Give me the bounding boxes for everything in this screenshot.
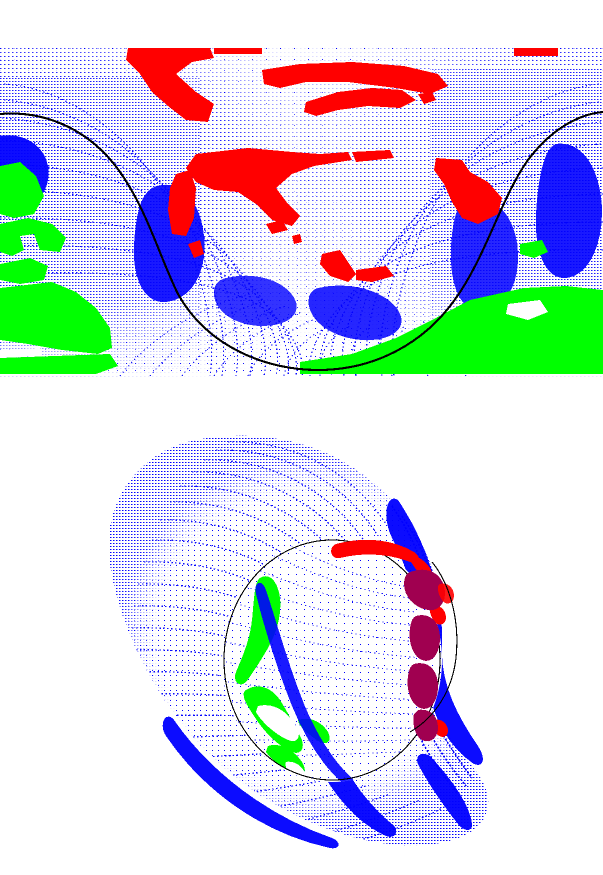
map-red-regions — [126, 48, 558, 282]
map-green-regions — [0, 162, 603, 374]
three-d-aperture-outline — [223, 539, 441, 781]
map-contour-curve — [0, 110, 603, 372]
three-d-rim-curve — [409, 561, 458, 733]
three-d-red-arc — [331, 539, 454, 742]
three-dimensional-surface-panel — [80, 420, 540, 860]
inter-panel-gap — [0, 378, 603, 420]
three-d-inner-aperture — [222, 538, 442, 782]
rectangular-projection-panel — [0, 48, 603, 378]
